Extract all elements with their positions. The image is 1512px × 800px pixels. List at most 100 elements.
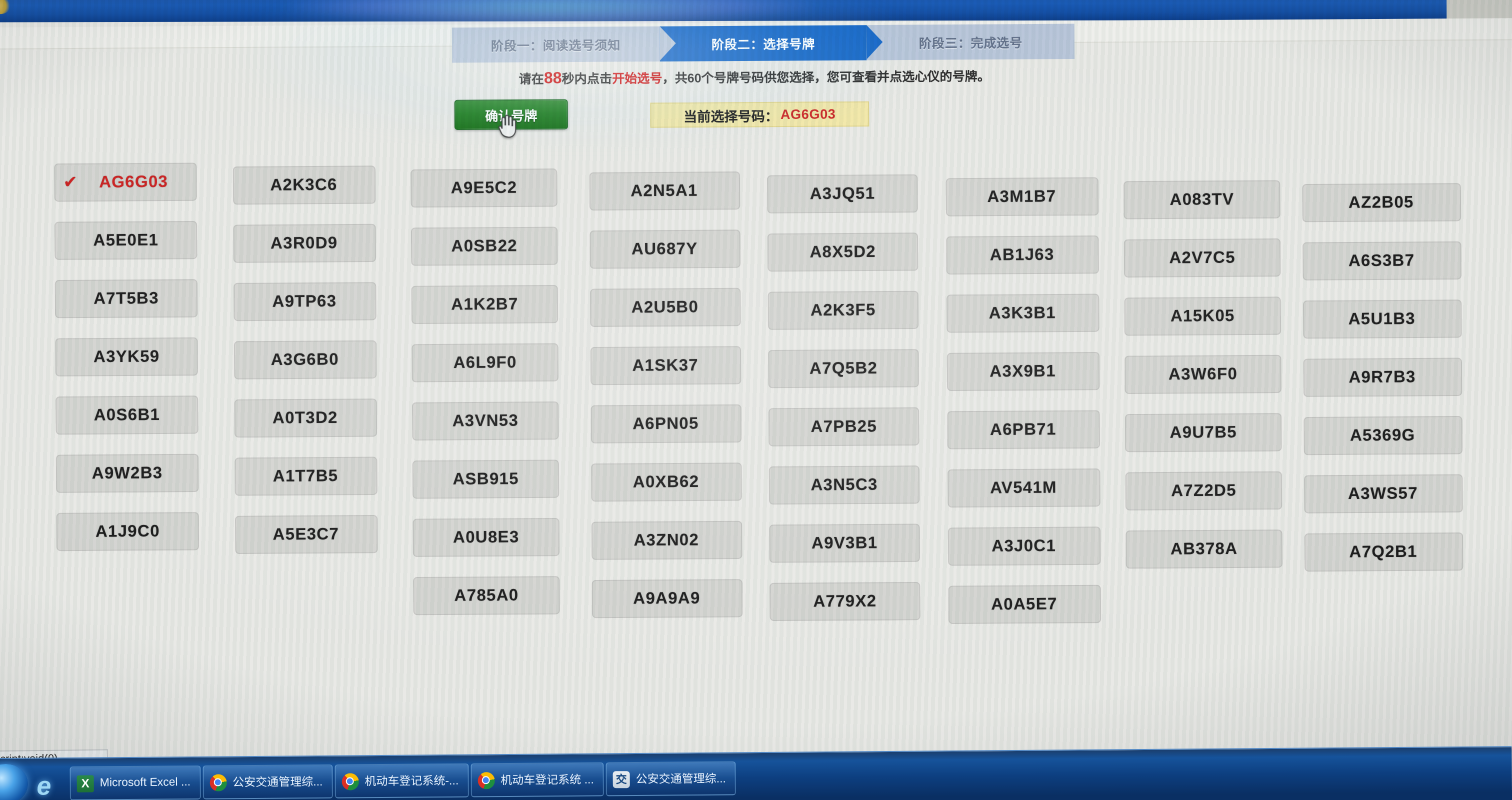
plate-column-7: A083TV A2V7C5 A15K05 A3W6F0 A9U7B5 A7Z2D5 AB37… [1123,156,1304,659]
plate-option[interactable]: A5U1B3 [1302,299,1462,339]
plate-option[interactable]: A2K3F5 [767,290,919,330]
plate-option[interactable]: AU687Y [589,229,741,269]
plate-option[interactable]: A0S6B1 [55,395,199,435]
taskbar-item[interactable]: 机动车登记系统-... [334,763,469,799]
plate-option[interactable]: AV541M [947,468,1100,508]
plate-number-label: A5369G [1349,425,1416,445]
plate-option[interactable]: A7Q5B2 [768,349,919,389]
plate-option[interactable]: A3J0C1 [947,526,1101,566]
plate-number-label: A3ZN02 [633,530,700,550]
plate-option[interactable]: A9W2B3 [55,453,199,493]
plate-number-label: A3M1B7 [987,187,1057,206]
plate-number-label: A6PN05 [632,414,699,433]
plate-option[interactable]: A9A9A9 [591,579,743,619]
plate-option[interactable]: A8X5D2 [767,232,919,272]
chrome-icon [341,772,359,790]
plate-number-label: A3YK59 [93,347,160,366]
plate-option[interactable]: A1K2B7 [411,284,559,325]
plate-option[interactable]: A2K3C6 [232,165,376,205]
plate-option[interactable]: A2N5A1 [588,171,740,211]
plate-option[interactable]: A1T7B5 [234,456,377,496]
plate-number-label: AZ2B05 [1348,192,1414,212]
emblem-icon [0,0,12,15]
plate-option[interactable]: A2U5B0 [589,287,741,327]
plate-option[interactable]: A5E3C7 [234,515,378,555]
plate-option[interactable]: A1J9C0 [56,512,200,552]
plate-option[interactable]: A0A5E7 [947,584,1101,624]
plate-number-label: A7Z2D5 [1171,481,1237,500]
plate-option[interactable]: A0T3D2 [233,398,377,438]
plate-option[interactable]: A3VN53 [412,401,559,441]
plate-option[interactable]: AB1J63 [945,235,1099,275]
plate-option[interactable]: A5369G [1303,416,1463,456]
plate-option[interactable]: A15K05 [1124,296,1282,336]
plate-number-label: A7Q5B2 [809,358,878,378]
plate-option[interactable]: A3ZN02 [590,520,742,560]
plate-option[interactable]: A0U8E3 [412,517,560,557]
taskbar-item[interactable]: 公安交通管理综... [202,764,333,800]
plate-number-label: A2V7C5 [1169,248,1236,267]
plate-option[interactable]: A9U7B5 [1124,413,1282,453]
plate-number-label: A3G6B0 [270,350,339,369]
plate-option[interactable]: A3WS57 [1303,474,1463,514]
plate-number-grid: ✔ AG6G03 A5E0E1 A7T5B3 A3YK59 A0S6B1 A9W2B3 A1J… [54,155,1483,666]
plate-number-label: A3N5C3 [810,475,878,494]
plate-option[interactable]: A779X2 [769,581,921,622]
step-1-read-notice[interactable]: 阶段一：阅读选号须知 [451,26,660,63]
plate-option[interactable]: A7PB25 [768,407,920,447]
plate-option-selected[interactable]: ✔ AG6G03 [54,162,197,202]
plate-option[interactable]: A2V7C5 [1123,238,1281,278]
plate-option[interactable]: A3YK59 [55,337,198,377]
plate-number-label: A0S6B1 [93,405,161,424]
plate-option[interactable]: ASB915 [412,459,560,499]
plate-option[interactable]: A9R7B3 [1302,357,1462,397]
taskbar-item[interactable]: X Microsoft Excel ... [69,765,201,800]
plate-column-2: A2K3C6 A3R0D9 A9TP63 A3G6B0 A0T3D2 A1T7B5 A5E3… [232,161,413,664]
plate-number-label: A9A9A9 [633,588,701,608]
plate-option[interactable]: A9V3B1 [769,523,921,563]
plate-number-label: AB1J63 [989,245,1055,264]
step-3-finish[interactable]: 阶段三：完成选号 [866,23,1075,61]
plate-option[interactable]: A9TP63 [233,282,376,322]
plate-option[interactable]: A083TV [1123,180,1281,220]
taskbar-item[interactable]: 机动车登记系统 ... [470,762,605,798]
internet-explorer-icon[interactable]: e [36,770,52,800]
plate-number-label: A3W6F0 [1168,364,1238,384]
start-button[interactable] [0,763,29,800]
plate-option[interactable]: A9E5C2 [410,168,558,208]
plate-option[interactable]: A6PN05 [590,404,742,444]
taskbar-item[interactable]: 交公安交通管理综... [605,761,737,797]
plate-option[interactable]: A3K3B1 [945,293,1099,333]
plate-option[interactable]: AZ2B05 [1301,183,1461,223]
plate-option[interactable]: A6L9F0 [411,343,559,383]
plate-option[interactable]: A6PB71 [946,410,1100,450]
plate-option[interactable]: A3JQ51 [767,174,918,214]
plate-option[interactable]: A1SK37 [589,346,741,386]
plate-number-label: A9R7B3 [1348,367,1416,387]
plate-option[interactable]: A3M1B7 [945,177,1099,217]
plate-option[interactable]: A3R0D9 [232,223,376,263]
plate-number-label: A2K3C6 [270,175,338,194]
notice-seconds: 88 [543,70,562,88]
plate-option[interactable]: A6S3B7 [1302,241,1461,281]
step-2-select-plate[interactable]: 阶段二：选择号牌 [659,25,868,62]
plate-option[interactable]: A7T5B3 [54,279,198,319]
plate-option[interactable]: A785A0 [413,576,560,616]
plate-option[interactable]: A3N5C3 [768,465,920,505]
plate-option[interactable]: A3W6F0 [1124,354,1282,394]
plate-option[interactable]: AB378A [1125,529,1283,569]
plate-number-label: A7PB25 [810,417,878,436]
plate-option[interactable]: A3X9B1 [946,351,1100,392]
plate-option[interactable]: A5E0E1 [54,220,198,260]
plate-option[interactable]: A7Z2D5 [1125,471,1283,511]
plate-number-label: A3J0C1 [991,536,1057,555]
plate-number-label: AU687Y [631,239,698,258]
plate-option[interactable]: A0XB62 [590,462,742,502]
plate-option[interactable]: A7Q2B1 [1303,532,1463,572]
action-row: 确认号牌 当前选择号码： AG6G03 [0,93,1512,138]
plate-number-label: A2U5B0 [631,297,699,317]
plate-option[interactable]: A0SB22 [410,226,558,266]
plate-option[interactable]: A3G6B0 [233,340,377,380]
plate-number-label: A1T7B5 [272,466,339,486]
notice-mid2: ，共60个号牌号码供您选择，您可查看并点选心仪的号牌。 [662,69,991,86]
